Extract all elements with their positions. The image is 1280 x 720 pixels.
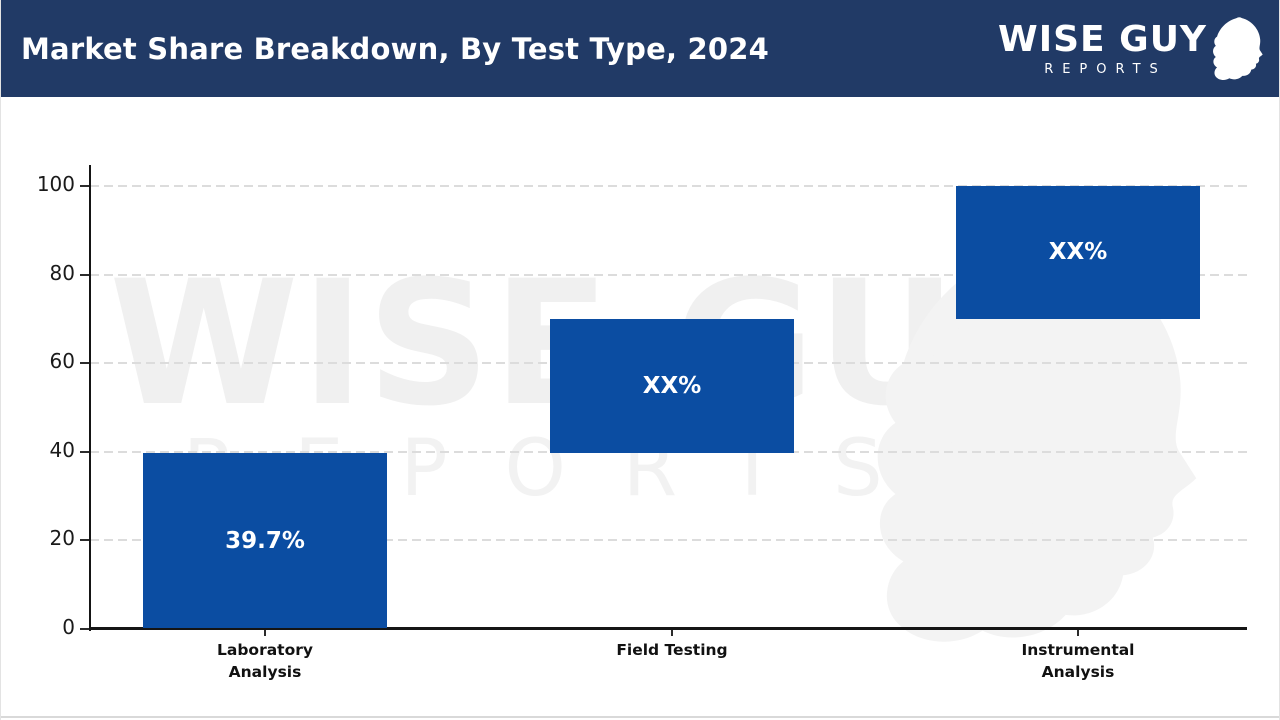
header: Market Share Breakdown, By Test Type, 20… — [1, 0, 1279, 97]
logo-subtitle: REPORTS — [1044, 61, 1167, 77]
bar: 39.7% — [143, 452, 387, 629]
figure-bottom-border — [1, 716, 1279, 718]
y-tick-label: 0 — [62, 614, 75, 639]
logo-name: WISE GUY — [997, 18, 1207, 60]
y-tick — [80, 273, 89, 276]
y-tick — [80, 185, 89, 187]
gridline — [90, 185, 1247, 187]
bar: XX% — [550, 318, 794, 453]
bar-value-label: XX% — [642, 372, 702, 399]
x-tick — [671, 630, 673, 636]
y-tick — [80, 539, 89, 541]
gridline — [90, 273, 1247, 276]
x-tick — [1077, 630, 1079, 636]
gridline — [90, 539, 1247, 541]
y-tick-label: 80 — [49, 260, 75, 285]
x-axis-line — [89, 627, 1247, 630]
logo-text: WISE GUY REPORTS — [997, 18, 1207, 77]
x-tick — [264, 630, 266, 636]
category-label: Field Testing — [616, 641, 728, 659]
y-tick-label: 40 — [49, 437, 75, 462]
y-tick — [80, 627, 89, 630]
category-label: Instrumental Analysis — [1021, 641, 1135, 681]
y-tick-label: 60 — [49, 349, 75, 373]
bar-value-label: XX% — [1048, 239, 1108, 266]
y-tick — [80, 362, 89, 364]
bar-value-label: 39.7% — [225, 527, 305, 554]
category-label: Laboratory Analysis — [217, 641, 313, 681]
y-tick-label: 100 — [36, 172, 75, 196]
y-tick — [80, 450, 89, 453]
page-title: Market Share Breakdown, By Test Type, 20… — [21, 31, 770, 66]
y-axis-line — [89, 165, 91, 631]
y-tick-label: 20 — [49, 526, 75, 550]
bar: XX% — [956, 186, 1200, 319]
wiseguy-logo: WISE GUY REPORTS — [977, 6, 1267, 92]
